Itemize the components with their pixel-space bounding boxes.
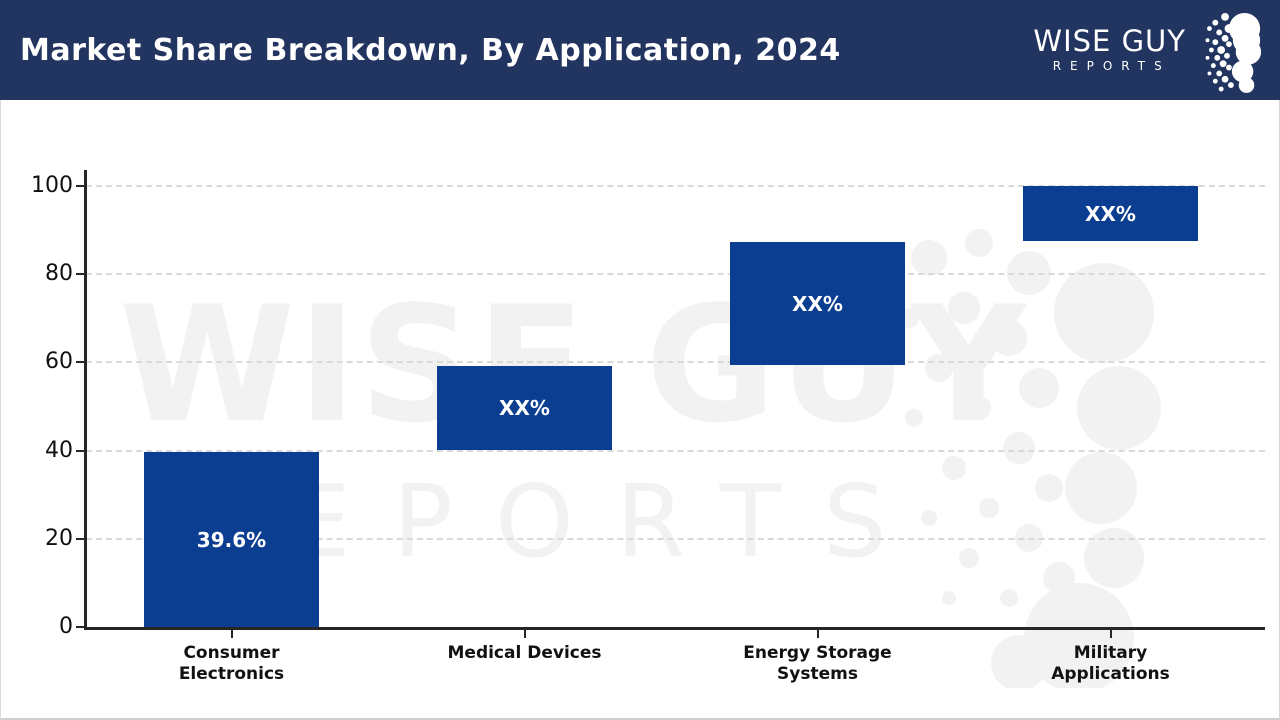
bar-value-label: XX% [1085, 201, 1136, 226]
y-tick [76, 185, 86, 187]
y-tick [76, 449, 86, 452]
x-axis [84, 627, 1265, 630]
header: Market Share Breakdown, By Application, … [0, 0, 1280, 100]
y-tick-label: 0 [59, 614, 73, 639]
y-tick [76, 626, 86, 628]
x-tick-label: Consumer Electronics [178, 643, 285, 684]
y-tick [76, 273, 86, 276]
gridline [86, 273, 1265, 276]
bar-energy-storage-systems: XX% [730, 242, 905, 366]
gridline [86, 361, 1265, 364]
page-title: Market Share Breakdown, By Application, … [20, 32, 841, 68]
y-tick-label: 20 [45, 525, 73, 551]
x-tick-label: Energy Storage Systems [743, 643, 892, 684]
bar-medical-devices: XX% [437, 365, 612, 451]
x-tick [1109, 630, 1112, 638]
x-tick-label: Military Applications [1051, 643, 1170, 684]
y-tick-label: 100 [31, 173, 73, 198]
y-axis [84, 170, 87, 630]
bar-military-applications: XX% [1023, 186, 1198, 242]
gridline [86, 537, 1265, 540]
gridline [86, 185, 1265, 187]
waterfall-chart: 0 20 40 60 80 100 39.6% XX% XX% XX% Consumer Elect… [1, 100, 1280, 720]
x-tick [816, 630, 819, 638]
logo-subtext: REPORTS [1052, 59, 1171, 73]
bar-value-label: XX% [499, 396, 550, 421]
logo-text: WISE GUY REPORTS [1033, 24, 1186, 74]
bar-value-label: XX% [792, 291, 843, 316]
bar-value-label: 39.6% [196, 527, 267, 552]
logo-head-icon [1205, 12, 1262, 93]
y-tick-label: 40 [45, 437, 73, 463]
y-tick-label: 80 [45, 261, 73, 287]
x-tick-label: Medical Devices [447, 643, 602, 663]
x-tick [523, 630, 526, 638]
x-tick [230, 630, 233, 638]
watermark-head-icon [899, 229, 1161, 688]
y-tick [76, 361, 86, 364]
y-tick-label: 60 [45, 349, 73, 375]
bar-consumer-electronics: 39.6% [144, 452, 319, 627]
chart-area: WISE GUY REPORTS 0 20 40 60 80 100 39.6% XX% XX%… [0, 100, 1280, 720]
y-tick [76, 537, 86, 540]
gridline [86, 449, 1265, 452]
wise-guy-logo: WISE GUY REPORTS [1033, 7, 1266, 93]
logo-wordmark: WISE GUY [1033, 24, 1186, 58]
